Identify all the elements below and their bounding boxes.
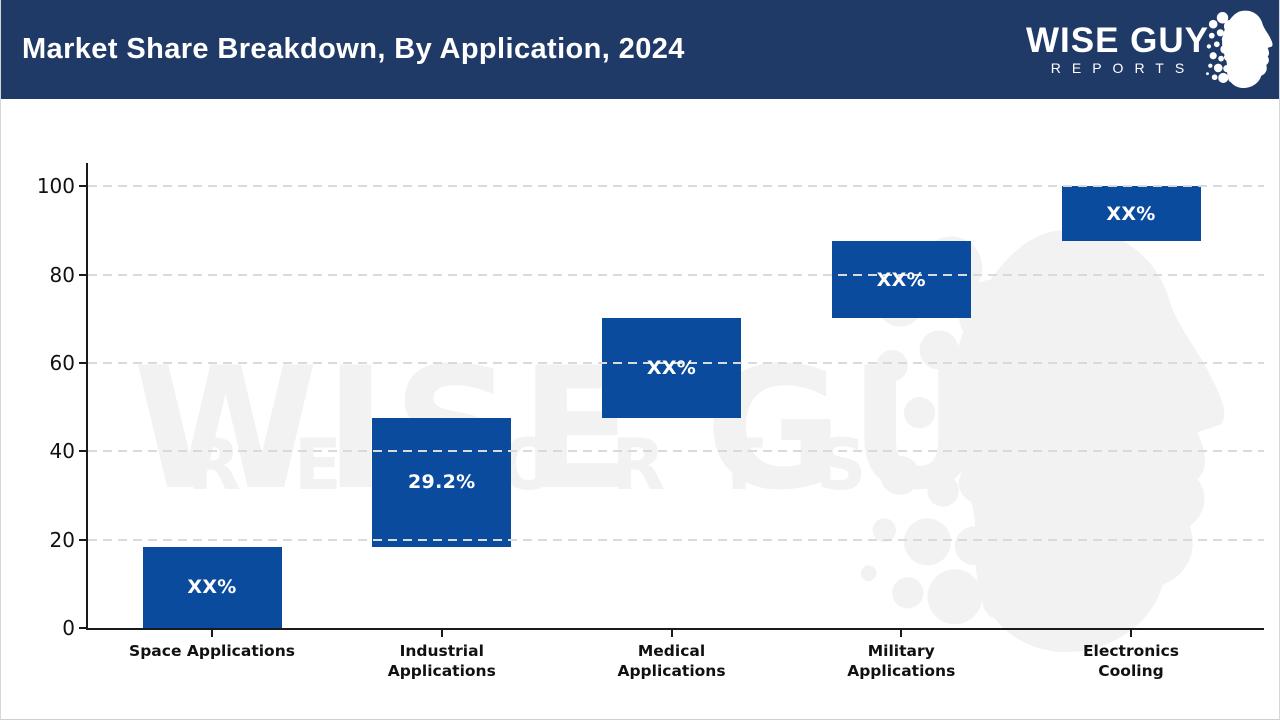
x-tick-label: Electronics Cooling [1082, 642, 1180, 680]
x-tick [440, 630, 443, 637]
y-axis-line [86, 163, 88, 630]
bar-value-label: XX% [876, 268, 926, 291]
bar-value-label: XX% [646, 357, 697, 380]
y-tick [79, 273, 86, 276]
bar-segment [142, 546, 282, 628]
logo-text: WISE GUY REPORTS [1025, 20, 1209, 77]
gridline [88, 185, 1264, 188]
chart-title: Market Share Breakdown, By Application, … [22, 33, 685, 65]
y-tick [79, 538, 86, 541]
x-tick-label: Military Applications [847, 642, 956, 680]
y-tick [79, 362, 86, 365]
header-bar: Market Share Breakdown, By Application, … [1, 0, 1279, 99]
bar-value-label: XX% [1106, 202, 1156, 225]
logo-head-icon [1206, 10, 1273, 88]
logo-reports-text: REPORTS [1050, 59, 1196, 76]
bar-segment [602, 318, 741, 418]
y-tick [79, 185, 86, 188]
bar-value-label: 29.2% [408, 471, 476, 494]
x-axis-line [86, 628, 1264, 630]
y-tick-label: 100 [36, 174, 75, 199]
x-tick-label: Medical Applications [617, 642, 726, 680]
gridline [88, 538, 1264, 541]
y-tick-label: 0 [62, 616, 75, 640]
bar-segment [372, 417, 512, 547]
x-tick [211, 630, 213, 637]
gridline [88, 362, 1264, 365]
y-tick [79, 627, 86, 629]
y-tick [79, 450, 86, 453]
y-tick-label: 40 [49, 439, 75, 464]
y-tick-label: 80 [49, 262, 75, 287]
x-tick [670, 630, 673, 637]
x-tick-label: Space Applications [129, 642, 295, 660]
gridline [88, 273, 1264, 276]
wiseguy-reports-logo: WISE GUY REPORTS [1025, 7, 1279, 93]
x-tick [1130, 630, 1132, 637]
x-tick-label: Industrial Applications [387, 642, 496, 680]
gridline [88, 450, 1264, 453]
y-tick-label: 20 [49, 527, 75, 552]
logo-wise-guy-text: WISE GUY [1025, 20, 1209, 60]
x-tick [900, 630, 903, 637]
y-tick-label: 60 [49, 351, 75, 376]
bar-value-label: XX% [187, 576, 237, 599]
